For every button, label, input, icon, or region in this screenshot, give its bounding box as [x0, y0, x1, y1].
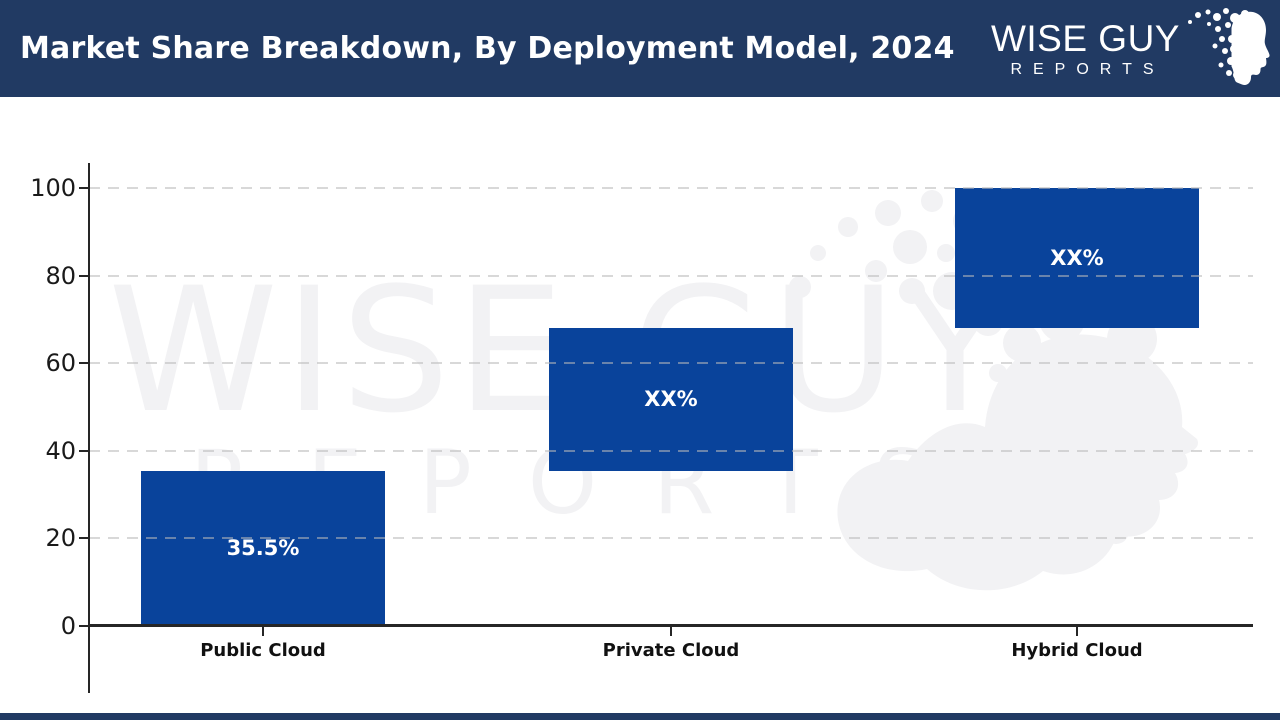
- x-axis-line: [88, 624, 1253, 627]
- y-tick-label: 60: [45, 349, 76, 378]
- logo-line2: REPORTS: [1010, 60, 1165, 78]
- x-tick-mark: [262, 627, 264, 636]
- bar-value-label: 35.5%: [226, 536, 300, 561]
- gridline: [89, 274, 1253, 277]
- y-tick-mark: [79, 187, 88, 189]
- gridline: [89, 187, 1253, 189]
- y-tick-label: 40: [45, 436, 76, 465]
- bar-public-cloud: [141, 470, 385, 626]
- logo-wordmark: WISE GUY REPORTS: [991, 20, 1180, 78]
- x-tick-mark: [670, 627, 672, 636]
- x-tick-label: Public Cloud: [200, 640, 326, 661]
- y-tick-mark: [79, 537, 88, 540]
- x-tick-label: Hybrid Cloud: [1011, 640, 1143, 661]
- gridline: [89, 449, 1253, 452]
- bar-value-label: XX%: [644, 387, 698, 412]
- logo-line1: WISE GUY: [990, 17, 1180, 59]
- y-tick-mark: [79, 274, 88, 277]
- y-tick-label: 100: [30, 174, 76, 202]
- y-tick-mark: [79, 449, 88, 452]
- y-axis-line: [88, 163, 90, 693]
- bar-private-cloud: [549, 328, 793, 471]
- chart-area: WISE GUY REPORTS: [0, 97, 1280, 713]
- page-title: Market Share Breakdown, By Deployment Mo…: [20, 31, 955, 66]
- header-bar: Market Share Breakdown, By Deployment Mo…: [0, 0, 1280, 97]
- wise-guy-face-icon: [1188, 7, 1270, 85]
- x-tick-label: Private Cloud: [602, 640, 740, 661]
- y-tick-label: 0: [60, 612, 76, 640]
- y-tick-label: 80: [45, 261, 76, 290]
- y-tick-mark: [79, 625, 88, 627]
- x-tick-mark: [1076, 627, 1078, 636]
- bar-value-label: XX%: [1050, 246, 1104, 271]
- wiseguy-logo: WISE GUY REPORTS: [991, 6, 1270, 92]
- y-tick-label: 20: [45, 524, 76, 553]
- gridline: [89, 362, 1253, 365]
- gridline: [89, 537, 1253, 540]
- footer-bar: [0, 713, 1280, 720]
- y-tick-mark: [79, 362, 88, 365]
